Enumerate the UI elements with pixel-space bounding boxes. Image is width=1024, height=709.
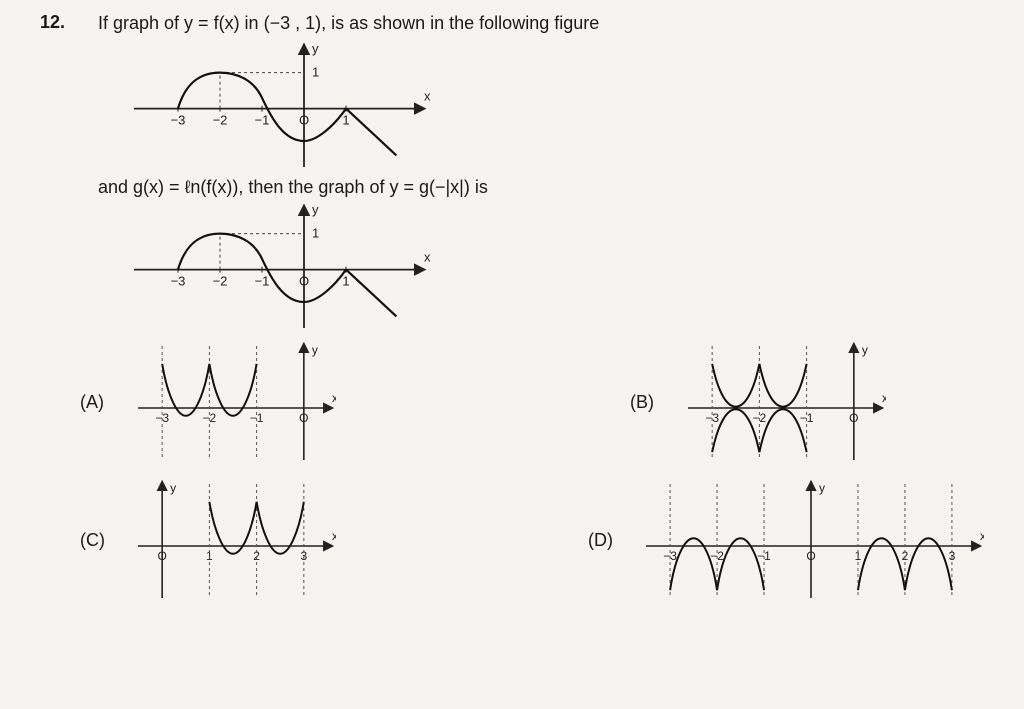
question-prompt: If graph of y = f(x) in (−3 , 1), is as …: [98, 12, 599, 35]
choice-b-label: (B): [630, 392, 668, 413]
svg-text:1: 1: [342, 113, 349, 128]
choice-c-label: (C): [80, 530, 118, 551]
choice-a-figure: −3−2−1Oyx: [136, 342, 336, 462]
svg-text:O: O: [849, 411, 858, 425]
svg-text:x: x: [882, 391, 886, 405]
svg-text:y: y: [170, 481, 176, 495]
svg-text:1: 1: [312, 65, 319, 80]
choice-b-figure: −3−2−1Oyx: [686, 342, 886, 462]
main-figure: −3 −2 −1 O 1 y x 1: [130, 41, 984, 171]
svg-text:x: x: [332, 391, 336, 405]
main-figure-svg: −3 −2 −1 O 1 y x 1: [130, 41, 430, 171]
svg-text:y: y: [862, 343, 868, 357]
question-number: 12.: [40, 12, 70, 33]
page: 12. If graph of y = f(x) in (−3 , 1), is…: [40, 12, 984, 600]
choice-row-ab: (A) −3−2−1Oyx (B) −3−2−1Oyx: [80, 342, 984, 462]
choice-d-figure: −3−2−1O123yx: [644, 480, 984, 600]
choice-row-cd: (C) O123yx (D) −3−2−1O123yx: [80, 480, 984, 600]
svg-text:O: O: [299, 274, 309, 289]
svg-text:x: x: [424, 89, 430, 104]
svg-text:x: x: [332, 529, 336, 543]
choice-c-figure: O123yx: [136, 480, 336, 600]
choices-block: (A) −3−2−1Oyx (B) −3−2−1Oyx (C) O123yx (…: [80, 342, 984, 600]
svg-text:1: 1: [342, 274, 349, 289]
svg-text:−1: −1: [255, 113, 270, 128]
svg-text:O: O: [299, 113, 309, 128]
svg-text:−3: −3: [171, 113, 186, 128]
svg-text:y: y: [312, 41, 319, 56]
svg-text:x: x: [980, 529, 984, 543]
svg-text:y: y: [312, 202, 319, 217]
svg-text:1: 1: [312, 226, 319, 241]
svg-text:O: O: [806, 549, 815, 563]
svg-text:−2: −2: [213, 274, 228, 289]
svg-text:−1: −1: [255, 274, 270, 289]
choice-d-label: (D): [588, 530, 626, 551]
svg-text:O: O: [157, 549, 166, 563]
repeat-figure-svg: −3 −2 −1 O 1 y x 1: [130, 202, 430, 332]
svg-text:O: O: [299, 411, 308, 425]
question-mid-text: and g(x) = ℓn(f(x)), then the graph of y…: [98, 177, 984, 198]
choice-a-label: (A): [80, 392, 118, 413]
repeat-figure: −3 −2 −1 O 1 y x 1: [130, 202, 984, 332]
svg-text:−2: −2: [213, 113, 228, 128]
question-row: 12. If graph of y = f(x) in (−3 , 1), is…: [40, 12, 984, 35]
svg-text:−3: −3: [171, 274, 186, 289]
svg-text:y: y: [312, 343, 318, 357]
svg-text:y: y: [819, 481, 825, 495]
svg-text:x: x: [424, 250, 430, 265]
